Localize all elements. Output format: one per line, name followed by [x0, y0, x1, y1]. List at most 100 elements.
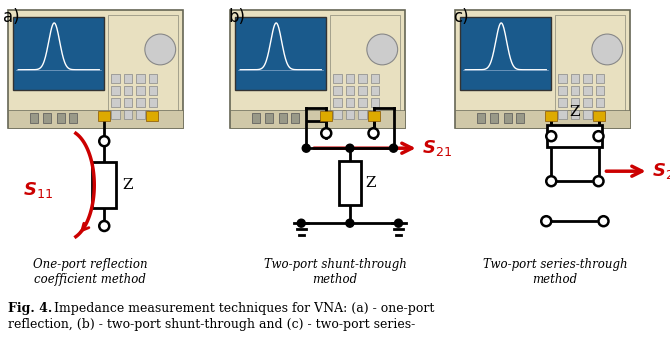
Text: Two-port series-through
method: Two-port series-through method: [482, 258, 627, 286]
Bar: [124, 98, 132, 107]
Bar: [230, 110, 405, 128]
Circle shape: [546, 131, 556, 141]
Text: b): b): [228, 8, 245, 26]
Bar: [92, 162, 117, 208]
Bar: [111, 74, 120, 83]
Circle shape: [594, 131, 604, 141]
Circle shape: [321, 128, 331, 138]
Bar: [584, 86, 592, 95]
Bar: [265, 113, 273, 123]
Circle shape: [367, 34, 398, 65]
Bar: [333, 98, 342, 107]
Bar: [333, 86, 342, 95]
Circle shape: [99, 136, 109, 146]
Text: Two-port shunt-through
method: Two-port shunt-through method: [263, 258, 407, 286]
Bar: [477, 113, 485, 123]
Bar: [149, 86, 157, 95]
Bar: [545, 111, 557, 121]
Circle shape: [598, 216, 608, 226]
Bar: [42, 113, 50, 123]
Bar: [108, 15, 178, 123]
Text: S$_{11}$: S$_{11}$: [23, 180, 54, 200]
Bar: [30, 113, 38, 123]
Text: a): a): [3, 8, 19, 26]
Bar: [111, 86, 120, 95]
Bar: [8, 110, 183, 128]
Bar: [358, 86, 367, 95]
Bar: [137, 110, 145, 119]
Bar: [137, 98, 145, 107]
Bar: [333, 110, 342, 119]
Bar: [13, 17, 105, 90]
Bar: [571, 110, 580, 119]
Bar: [490, 113, 498, 123]
Bar: [584, 110, 592, 119]
Circle shape: [395, 219, 403, 227]
Bar: [56, 113, 64, 123]
Bar: [596, 86, 604, 95]
Bar: [230, 10, 405, 128]
Bar: [371, 74, 379, 83]
Circle shape: [592, 34, 622, 65]
Bar: [346, 86, 354, 95]
Circle shape: [546, 176, 556, 186]
Bar: [596, 74, 604, 83]
Circle shape: [389, 144, 397, 152]
Text: Z: Z: [570, 105, 580, 119]
Bar: [124, 110, 132, 119]
Circle shape: [302, 144, 310, 152]
Text: Impedance measurement techniques for VNA: (a) - one-port: Impedance measurement techniques for VNA…: [50, 302, 434, 315]
Bar: [339, 161, 361, 205]
Bar: [571, 86, 580, 95]
Bar: [555, 15, 624, 123]
Bar: [358, 98, 367, 107]
Bar: [596, 98, 604, 107]
Bar: [252, 113, 260, 123]
Bar: [371, 110, 379, 119]
Bar: [111, 110, 120, 119]
Text: Z: Z: [122, 178, 133, 192]
Bar: [558, 86, 567, 95]
Circle shape: [99, 221, 109, 231]
Bar: [455, 110, 630, 128]
Circle shape: [346, 144, 354, 152]
Bar: [358, 74, 367, 83]
Bar: [558, 98, 567, 107]
Circle shape: [346, 219, 354, 227]
Bar: [346, 98, 354, 107]
Text: One-port reflection
coefficient method: One-port reflection coefficient method: [33, 258, 147, 286]
Bar: [503, 113, 511, 123]
Circle shape: [369, 128, 379, 138]
Text: c): c): [453, 8, 468, 26]
Bar: [368, 111, 379, 121]
Bar: [346, 110, 354, 119]
Bar: [571, 74, 580, 83]
Bar: [124, 74, 132, 83]
Circle shape: [297, 219, 306, 227]
Bar: [137, 74, 145, 83]
Bar: [558, 110, 567, 119]
Bar: [596, 110, 604, 119]
Bar: [584, 74, 592, 83]
Bar: [320, 111, 332, 121]
Bar: [149, 98, 157, 107]
Bar: [279, 113, 287, 123]
Bar: [584, 98, 592, 107]
Bar: [235, 17, 326, 90]
Bar: [460, 17, 551, 90]
Text: S$_{21}$: S$_{21}$: [653, 161, 670, 181]
Bar: [371, 86, 379, 95]
Bar: [516, 113, 524, 123]
Bar: [455, 10, 630, 128]
Bar: [124, 86, 132, 95]
Bar: [149, 110, 157, 119]
Bar: [346, 74, 354, 83]
Bar: [8, 10, 183, 128]
Bar: [330, 15, 400, 123]
Text: S$_{21}$: S$_{21}$: [423, 138, 452, 158]
Bar: [358, 110, 367, 119]
Bar: [69, 113, 77, 123]
Bar: [98, 111, 111, 121]
Bar: [571, 98, 580, 107]
Bar: [291, 113, 299, 123]
